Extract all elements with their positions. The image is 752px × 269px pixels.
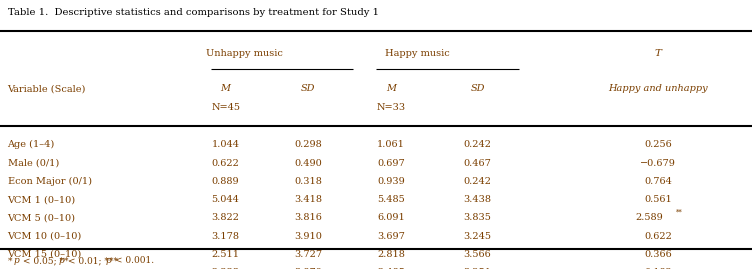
Text: 5.485: 5.485 [378, 195, 405, 204]
Text: 0.889: 0.889 [212, 177, 239, 186]
Text: 3.566: 3.566 [464, 250, 491, 259]
Text: p: p [59, 256, 65, 266]
Text: 3.418: 3.418 [294, 195, 323, 204]
Text: 0.318: 0.318 [294, 177, 323, 186]
Text: 3.910: 3.910 [294, 232, 323, 241]
Text: 3.697: 3.697 [377, 232, 405, 241]
Text: VCM 5 (0–10): VCM 5 (0–10) [8, 213, 75, 222]
Text: < 0.05; **: < 0.05; ** [20, 256, 68, 266]
Text: VCM 1 (0–10): VCM 1 (0–10) [8, 195, 76, 204]
Text: Happy and unhappy: Happy and unhappy [608, 84, 708, 93]
Text: 1.044: 1.044 [211, 140, 240, 149]
Text: 0.298: 0.298 [295, 140, 322, 149]
Text: *: * [8, 256, 12, 266]
Text: 0.242: 0.242 [463, 177, 492, 186]
Text: 0.697: 0.697 [378, 158, 405, 168]
Text: VCM 10 (0–10): VCM 10 (0–10) [8, 232, 82, 241]
Text: < 0.01; ***: < 0.01; *** [65, 256, 118, 266]
Text: N=45: N=45 [211, 103, 240, 112]
Text: Variable (Scale): Variable (Scale) [8, 84, 86, 93]
Text: VCM 15 (0–10): VCM 15 (0–10) [8, 250, 82, 259]
Text: 0.182: 0.182 [644, 268, 672, 269]
Text: 5.044: 5.044 [211, 195, 240, 204]
Text: Male (0/1): Male (0/1) [8, 158, 59, 168]
Text: 0.366: 0.366 [644, 250, 672, 259]
Text: 0.490: 0.490 [295, 158, 322, 168]
Text: p: p [14, 256, 20, 266]
Text: 0.242: 0.242 [463, 140, 492, 149]
Text: 0.467: 0.467 [463, 158, 492, 168]
Text: Table 1.  Descriptive statistics and comparisons by treatment for Study 1: Table 1. Descriptive statistics and comp… [8, 8, 378, 17]
Text: 3.727: 3.727 [294, 250, 323, 259]
Text: p: p [105, 256, 111, 266]
Text: 3.245: 3.245 [463, 232, 492, 241]
Text: 2.589: 2.589 [635, 213, 663, 222]
Text: 2.511: 2.511 [211, 250, 240, 259]
Text: 3.879: 3.879 [294, 268, 323, 269]
Text: 0.939: 0.939 [378, 177, 405, 186]
Text: 3.178: 3.178 [211, 232, 240, 241]
Text: Unhappy music: Unhappy music [206, 49, 283, 58]
Text: M: M [386, 84, 396, 93]
Text: Econ Major (0/1): Econ Major (0/1) [8, 177, 92, 186]
Text: 3.816: 3.816 [294, 213, 323, 222]
Text: SD: SD [301, 84, 316, 93]
Text: 0.622: 0.622 [211, 158, 240, 168]
Text: 3.835: 3.835 [463, 213, 492, 222]
Text: 3.251: 3.251 [463, 268, 492, 269]
Text: 2.818: 2.818 [377, 250, 405, 259]
Text: −0.679: −0.679 [640, 158, 676, 168]
Text: M: M [220, 84, 231, 93]
Text: 0.622: 0.622 [644, 232, 672, 241]
Text: 3.438: 3.438 [463, 195, 492, 204]
Text: 1.061: 1.061 [377, 140, 405, 149]
Text: Happy music: Happy music [385, 49, 450, 58]
Text: 0.256: 0.256 [644, 140, 672, 149]
Text: Age (1–4): Age (1–4) [8, 140, 55, 149]
Text: 0.561: 0.561 [644, 195, 672, 204]
Text: 2.333: 2.333 [211, 268, 240, 269]
Text: 0.764: 0.764 [644, 177, 672, 186]
Text: 6.091: 6.091 [378, 213, 405, 222]
Text: < 0.001.: < 0.001. [112, 256, 154, 266]
Text: T: T [654, 49, 662, 58]
Text: **: ** [676, 209, 682, 217]
Text: N=33: N=33 [377, 103, 405, 112]
Text: VCM 20 (0–10): VCM 20 (0–10) [8, 268, 82, 269]
Text: 3.822: 3.822 [211, 213, 240, 222]
Text: 2.485: 2.485 [377, 268, 405, 269]
Text: SD: SD [470, 84, 485, 93]
